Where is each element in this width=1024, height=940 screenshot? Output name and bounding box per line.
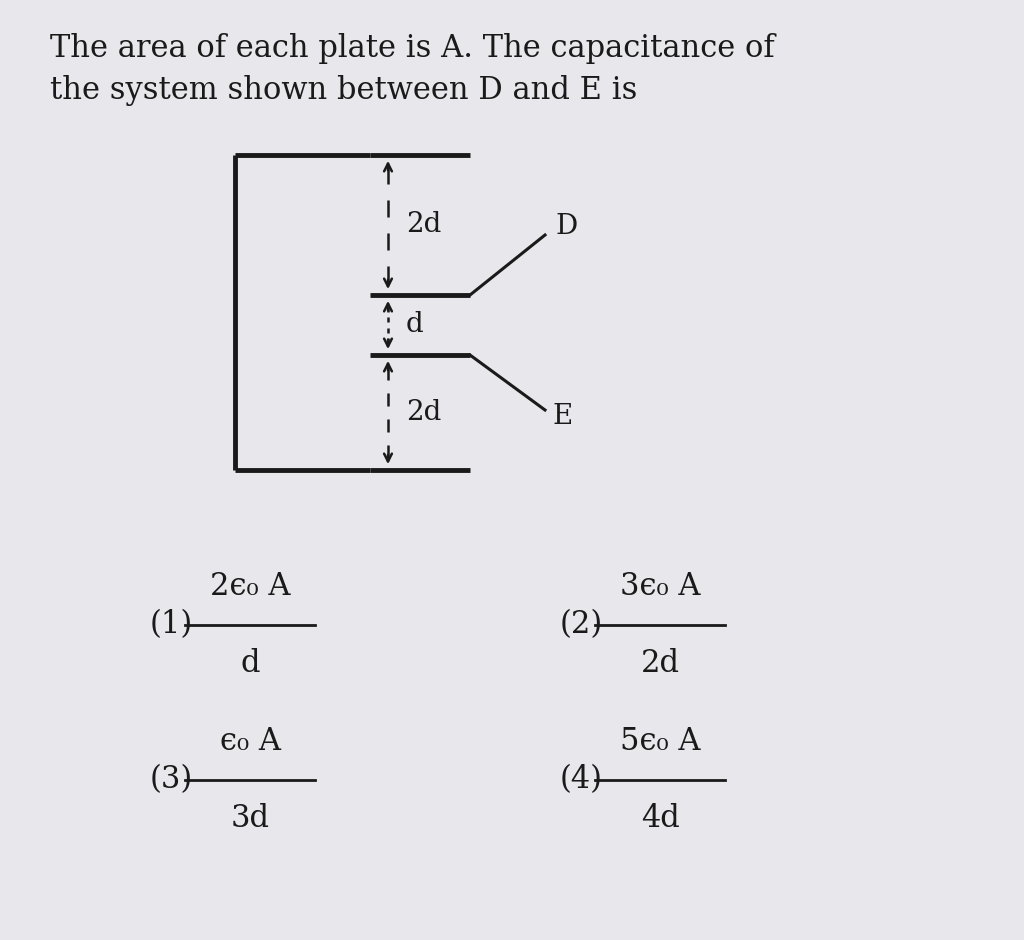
Text: E: E bbox=[552, 403, 572, 431]
Text: 2d: 2d bbox=[406, 399, 441, 426]
Text: 2d: 2d bbox=[406, 212, 441, 239]
Text: (1): (1) bbox=[150, 609, 194, 640]
Text: 2ϵ₀ A: 2ϵ₀ A bbox=[210, 571, 290, 602]
Text: (2): (2) bbox=[560, 609, 603, 640]
Text: the system shown between D and E is: the system shown between D and E is bbox=[50, 74, 637, 105]
Text: The area of each plate is A. The capacitance of: The area of each plate is A. The capacit… bbox=[50, 33, 774, 64]
Text: 2d: 2d bbox=[640, 648, 680, 679]
Text: (4): (4) bbox=[560, 764, 603, 795]
Text: 3ϵ₀ A: 3ϵ₀ A bbox=[620, 571, 700, 602]
Text: d: d bbox=[406, 311, 424, 338]
Text: 3d: 3d bbox=[230, 803, 269, 834]
Text: 5ϵ₀ A: 5ϵ₀ A bbox=[620, 726, 700, 757]
Text: D: D bbox=[555, 213, 578, 241]
Text: d: d bbox=[241, 648, 260, 679]
Text: 4d: 4d bbox=[641, 803, 679, 834]
Text: (3): (3) bbox=[150, 764, 194, 795]
Text: ϵ₀ A: ϵ₀ A bbox=[219, 726, 281, 757]
